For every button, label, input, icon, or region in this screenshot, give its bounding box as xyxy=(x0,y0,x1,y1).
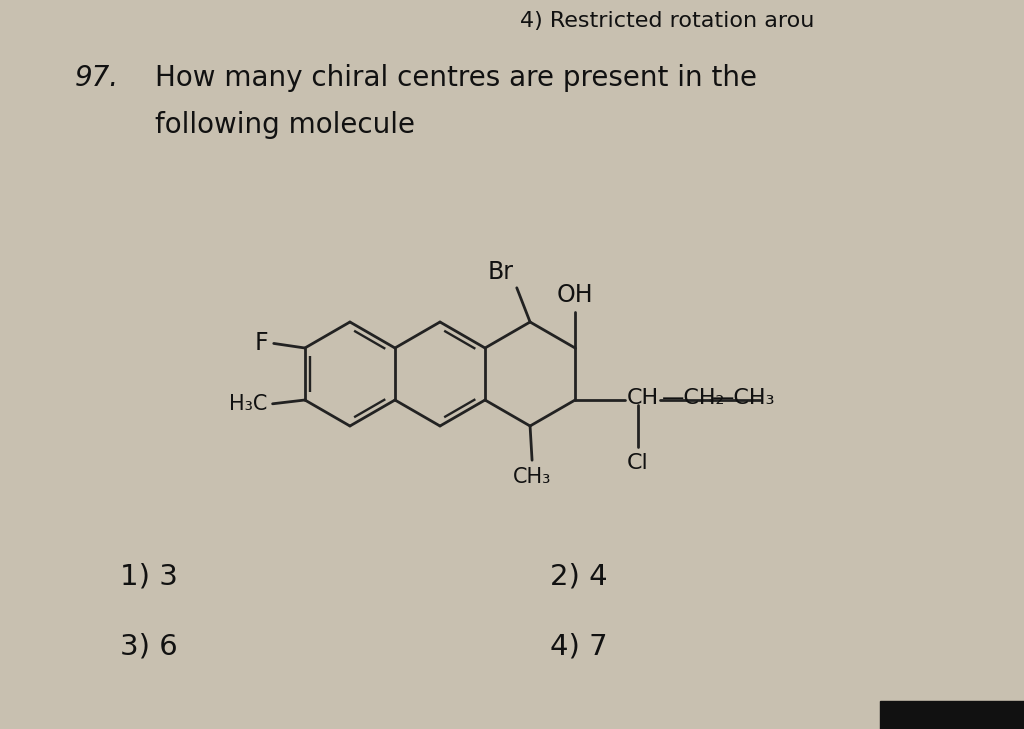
Text: CH₃: CH₃ xyxy=(513,467,551,487)
Text: 97.: 97. xyxy=(75,64,119,92)
Text: Cl: Cl xyxy=(628,453,649,473)
Text: —CH₃: —CH₃ xyxy=(712,388,775,408)
Text: OH: OH xyxy=(557,283,594,307)
Text: F: F xyxy=(255,332,268,356)
Text: 3) 6: 3) 6 xyxy=(120,633,178,661)
Bar xyxy=(880,701,1024,729)
Text: following molecule: following molecule xyxy=(155,111,415,139)
Text: CH: CH xyxy=(627,388,659,408)
Text: 4) 7: 4) 7 xyxy=(550,633,607,661)
Text: Br: Br xyxy=(487,260,514,284)
Text: —CH₂: —CH₂ xyxy=(663,388,725,408)
Text: 1) 3: 1) 3 xyxy=(120,563,178,591)
Text: 4) Restricted rotation arou: 4) Restricted rotation arou xyxy=(520,11,814,31)
Text: H₃C: H₃C xyxy=(229,394,267,414)
Text: How many chiral centres are present in the: How many chiral centres are present in t… xyxy=(155,64,757,92)
Text: 2) 4: 2) 4 xyxy=(550,563,607,591)
